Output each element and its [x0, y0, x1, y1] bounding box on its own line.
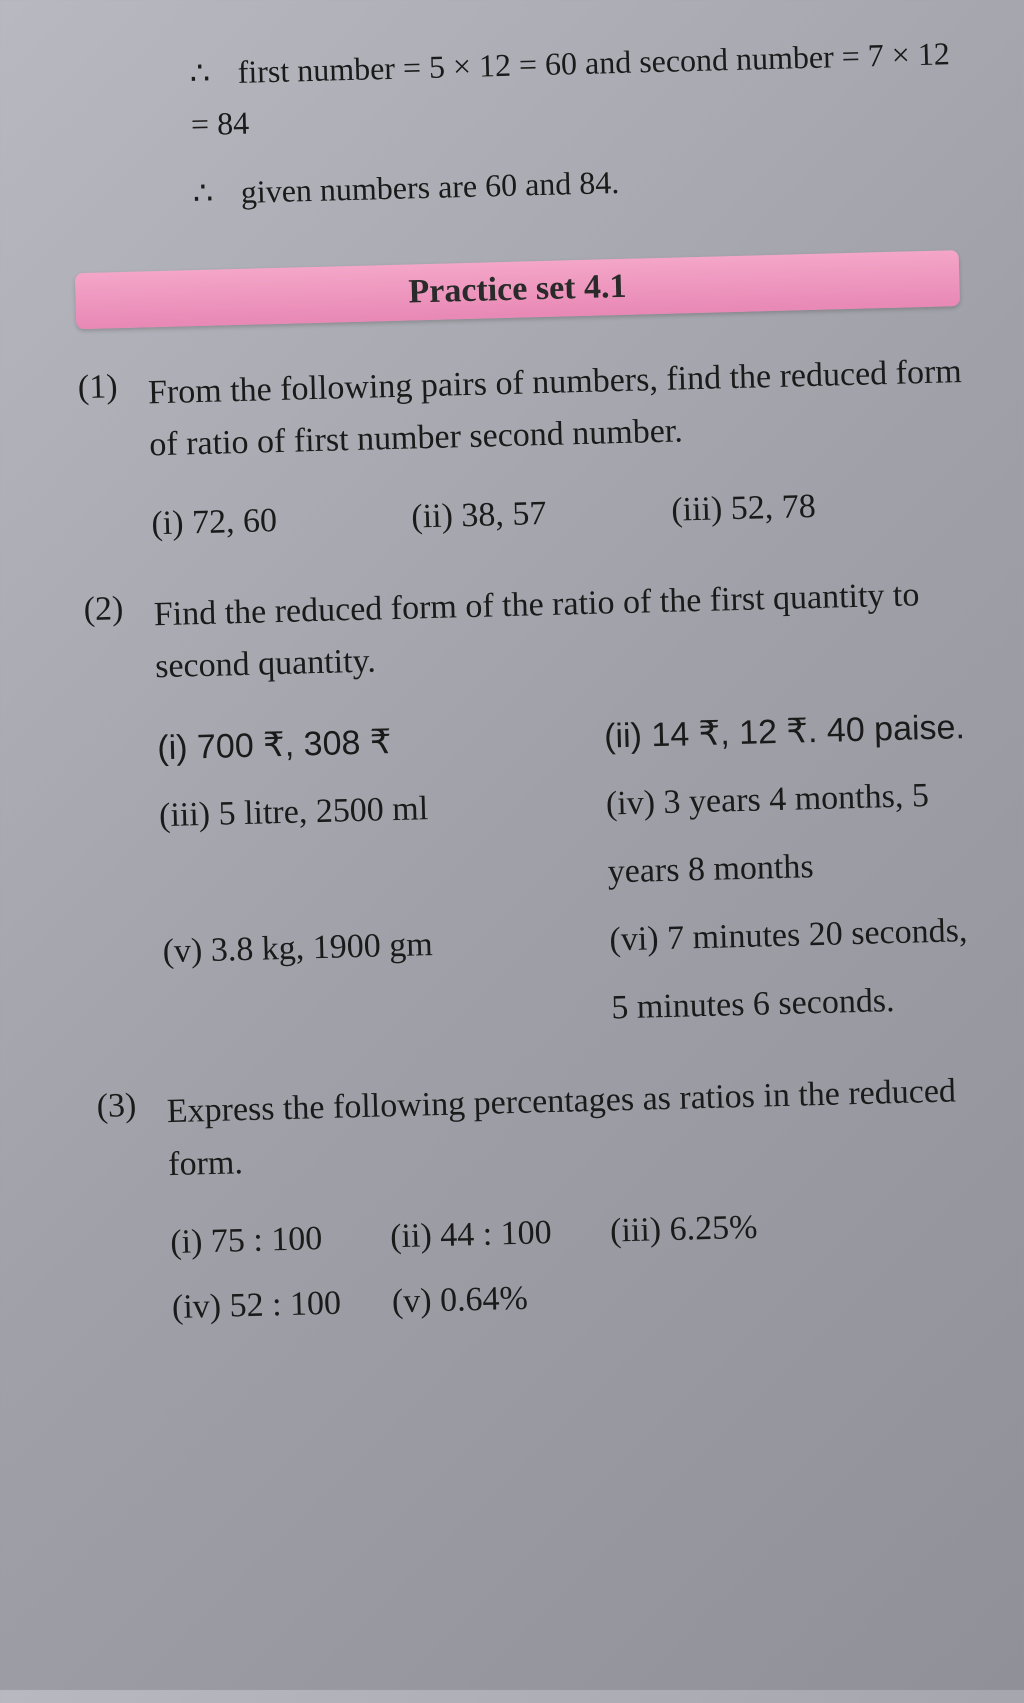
q3-opt-v: (v) 0.64%: [391, 1267, 533, 1335]
q1-opt-ii: (ii) 38, 57: [411, 480, 613, 550]
q3-number: (3): [96, 1087, 137, 1126]
q2-opt-i: (i) 700 ₹, 308 ₹: [156, 705, 525, 783]
therefore-symbol-1: ∴: [189, 47, 230, 99]
q2-opt-iv: (iv) 3 years 4 months, 5 years 8 months: [605, 761, 975, 907]
page-content: ∴ first number = 5 × 12 = 60 and second …: [0, 0, 1024, 1703]
q3-opt-i: (i) 75 : 100: [169, 1207, 351, 1276]
q2-opt-ii: (ii) 14 ₹, 12 ₹. 40 paise.: [603, 693, 972, 771]
q2-options: (i) 700 ₹, 308 ₹ (ii) 14 ₹, 12 ₹. 40 pai…: [156, 693, 979, 1054]
q3-options: (i) 75 : 100 (ii) 44 : 100 (iii) 6.25% (…: [169, 1190, 986, 1340]
q2-opt-iii: (iii) 5 litre, 2500 ml: [158, 773, 528, 919]
q3-opt-ii: (ii) 44 : 100: [389, 1201, 571, 1270]
question-2: (2) Find the reduced form of the ratio o…: [83, 568, 979, 1056]
q1-opt-i: (i) 72, 60: [151, 487, 353, 557]
q2-opt-v: (v) 3.8 kg, 1900 gm: [162, 908, 532, 1054]
intro-text-1: first number = 5 × 12 = 60 and second nu…: [191, 35, 951, 142]
intro-line-1: ∴ first number = 5 × 12 = 60 and second …: [69, 28, 955, 153]
practice-label: Practice set 4.1: [408, 267, 627, 311]
therefore-symbol-2: ∴: [192, 167, 233, 219]
q1-options: (i) 72, 60 (ii) 38, 57 (iii) 52, 78: [151, 471, 966, 557]
question-3: (3) Express the following percentages as…: [96, 1065, 986, 1343]
q1-text: From the following pairs of numbers, fin…: [147, 346, 963, 473]
q3-opt-iii: (iii) 6.25%: [609, 1196, 771, 1265]
q1-opt-iii: (iii) 52, 78: [670, 473, 872, 543]
practice-bar: Practice set 4.1: [75, 250, 960, 329]
intro-line-2: ∴ given numbers are 60 and 84.: [72, 149, 957, 223]
practice-set-header: Practice set 4.1: [75, 250, 960, 329]
q3-text: Express the following percentages as rat…: [166, 1065, 982, 1192]
q2-number: (2): [83, 590, 124, 629]
q3-opt-iv: (iv) 52 : 100: [171, 1271, 353, 1340]
intro-text-2: given numbers are 60 and 84.: [240, 164, 619, 210]
q2-row-3: (v) 3.8 kg, 1900 gm (vi) 7 minutes 20 se…: [162, 897, 979, 1054]
q1-number: (1): [77, 368, 118, 407]
q2-row-2: (iii) 5 litre, 2500 ml (iv) 3 years 4 mo…: [158, 761, 975, 918]
question-1: (1) From the following pairs of numbers,…: [77, 346, 966, 559]
q2-text: Find the reduced form of the ratio of th…: [153, 568, 969, 695]
q2-opt-vi: (vi) 7 minutes 20 seconds, 5 minutes 6 s…: [609, 897, 979, 1043]
